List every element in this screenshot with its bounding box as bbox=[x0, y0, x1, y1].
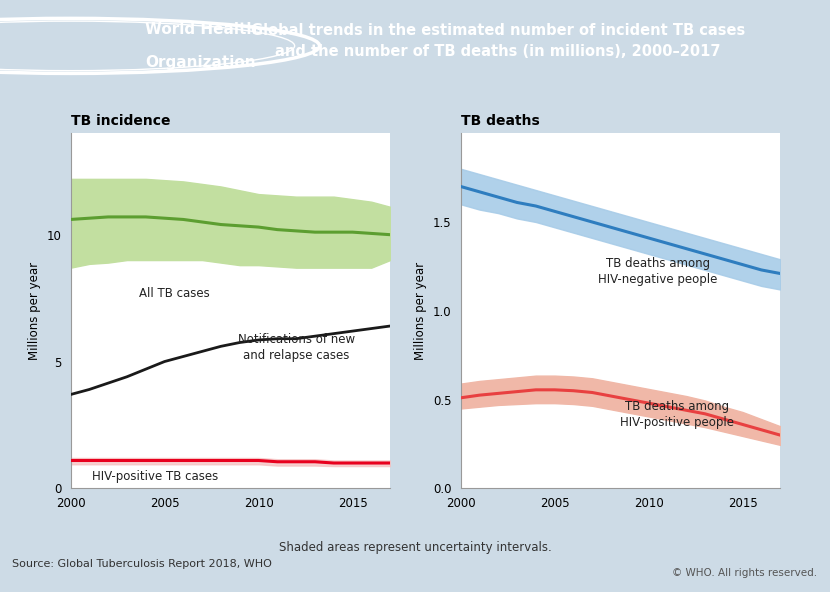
Text: TB deaths among
HIV-positive people: TB deaths among HIV-positive people bbox=[620, 400, 734, 429]
Text: TB deaths: TB deaths bbox=[461, 114, 540, 128]
Text: World Health: World Health bbox=[145, 22, 257, 37]
Text: Notifications of new
and relapse cases: Notifications of new and relapse cases bbox=[237, 333, 354, 362]
Text: All TB cases: All TB cases bbox=[139, 287, 209, 300]
Text: Shaded areas represent uncertainty intervals.: Shaded areas represent uncertainty inter… bbox=[279, 541, 551, 554]
Text: HIV-positive TB cases: HIV-positive TB cases bbox=[92, 471, 218, 484]
Text: Source: Global Tuberculosis Report 2018, WHO: Source: Global Tuberculosis Report 2018,… bbox=[12, 559, 272, 570]
Text: © WHO. All rights reserved.: © WHO. All rights reserved. bbox=[672, 568, 818, 578]
Text: TB deaths among
HIV-negative people: TB deaths among HIV-negative people bbox=[598, 257, 718, 287]
Text: Organization: Organization bbox=[145, 55, 256, 70]
Y-axis label: Millions per year: Millions per year bbox=[414, 262, 427, 360]
Text: TB incidence: TB incidence bbox=[71, 114, 170, 128]
Text: Global trends in the estimated number of incident TB cases
and the number of TB : Global trends in the estimated number of… bbox=[251, 23, 745, 59]
Y-axis label: Millions per year: Millions per year bbox=[28, 262, 42, 360]
